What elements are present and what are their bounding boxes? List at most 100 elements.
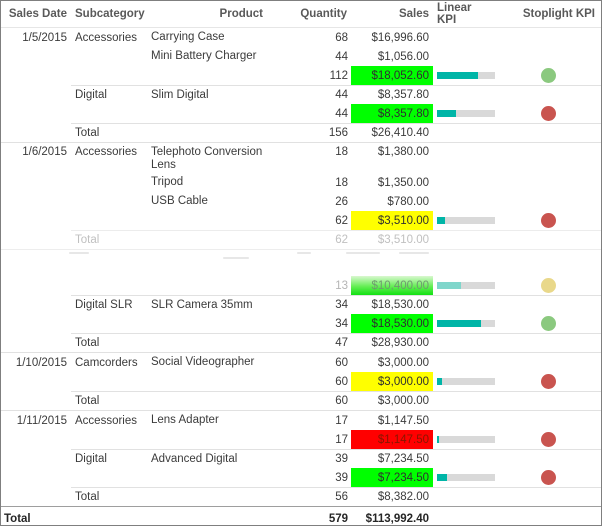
column-header-sales[interactable]: Sales [398,8,429,20]
product-cell: SLR Camera 35mm [147,295,265,314]
stoplight-kpi-cell [495,211,601,230]
linear-kpi-cell [433,487,495,506]
product-cell [147,468,265,487]
subtotal-row[interactable]: 44 $8,357.80 [1,104,601,123]
linear-kpi-cell [433,391,495,410]
quantity-cell: 60 [265,391,351,410]
subcategory-cell [71,173,147,192]
quantity-cell: 18 [335,146,348,158]
table-row[interactable]: 1/6/2015 Accessories Telephoto Conversion … [1,142,601,173]
table-row[interactable]: Digital Slim Digital 44 $8,357.80 [1,85,601,104]
linear-kpi-bar-fill [437,378,442,385]
column-header-stoplight-kpi[interactable]: Stoplight KPI [522,8,595,20]
subcategory-cell: Accessories [75,31,137,44]
faded-transition-row [1,249,601,276]
subtotal-row[interactable]: 112 $18,052.60 [1,66,601,85]
subcategory-cell [71,507,147,525]
linear-kpi-cell [433,430,495,449]
table-row[interactable]: USB Cable 26 $780.00 [1,192,601,211]
table-body: 1/5/2015 Accessories Carrying Case 68 $16,99… [1,28,601,525]
stoplight-red-icon [540,213,556,228]
linear-kpi-cell [433,314,495,333]
group-total-row[interactable]: Total 56 $8,382.00 [1,487,601,506]
faded-text-remnant [399,252,429,254]
quantity-cell: 34 [335,317,348,330]
linear-kpi-cell [433,28,495,47]
quantity-cell: 44 [335,50,348,63]
subtotal-row[interactable]: 60 $3,000.00 [1,372,601,391]
sales-date-cell [1,372,71,391]
quantity-cell: 62 [265,230,351,249]
sales-cell: $16,996.60 [371,31,429,44]
quantity-cell: 112 [329,69,348,82]
sales-cell: $3,510.00 [351,211,433,230]
sales-cell: $1,147.50 [377,414,429,427]
table-row[interactable]: Digital SLR SLR Camera 35mm 34 $18,530.00 [1,295,601,314]
column-header-product[interactable]: Product [219,7,263,20]
product-cell: Mini Battery Charger [151,50,257,62]
subtotal-row[interactable]: 13 $10,400.00 [1,276,601,295]
quantity-cell: 17 [335,414,348,427]
quantity-cell: 47 [265,333,351,352]
group-total-row[interactable]: Total 156 $26,410.40 [1,123,601,142]
linear-kpi-cell [433,295,495,314]
subtotal-row[interactable]: 39 $7,234.50 [1,468,601,487]
stoplight-kpi-cell [495,192,601,211]
table-row[interactable]: Tripod 18 $1,350.00 [1,173,601,192]
sales-cell: $28,930.00 [351,333,433,352]
column-header-subcategory[interactable]: Subcategory [75,8,145,20]
linear-kpi-cell [433,507,495,525]
stoplight-red-icon [540,106,556,121]
product-cell [147,211,265,230]
group-total-row[interactable]: Total 47 $28,930.00 [1,333,601,352]
column-header-sales-date[interactable]: Sales Date [8,8,67,20]
subtotal-row[interactable]: 62 $3,510.00 [1,211,601,230]
sales-date-cell [1,173,71,192]
linear-kpi-bar-fill [437,110,457,117]
group-total-row[interactable]: Total 62 $3,510.00 [1,230,601,249]
sales-date-cell [1,47,71,66]
table-row[interactable]: 1/5/2015 Accessories Carrying Case 68 $16,99… [1,28,601,47]
stoplight-kpi-cell [495,449,601,468]
sales-date-cell: 1/5/2015 [22,31,67,44]
sales-cell: $3,000.00 [377,356,429,369]
subtotal-row[interactable]: 34 $18,530.00 [1,314,601,333]
sales-cell: $113,992.40 [365,513,429,525]
sales-cell: $1,056.00 [377,50,429,63]
stoplight-kpi-cell [495,314,601,333]
subcategory-cell [71,314,147,333]
product-cell [147,507,265,525]
column-header-quantity[interactable]: Quantity [300,8,347,20]
linear-kpi-cell [433,85,495,104]
total-label-cell: Total [71,391,147,410]
subcategory-cell [71,276,147,295]
sales-date-cell: 1/11/2015 [16,414,67,427]
product-cell: Carrying Case [151,31,225,43]
sales-cell: $3,510.00 [351,230,433,249]
table-row[interactable]: Digital Advanced Digital 39 $7,234.50 [1,449,601,468]
linear-kpi-cell [433,333,495,352]
grand-total-row[interactable]: Total 579 $113,992.40 [1,506,601,525]
product-cell [147,430,265,449]
table-row[interactable]: Mini Battery Charger 44 $1,056.00 [1,47,601,66]
group-total-row[interactable]: Total 60 $3,000.00 [1,391,601,410]
subcategory-cell: Digital [71,85,147,104]
sales-cell: $18,052.60 [351,66,433,85]
linear-kpi-cell [433,143,495,173]
stoplight-kpi-cell [495,353,601,372]
sales-cell: $1,380.00 [377,146,429,158]
product-cell [147,372,265,391]
table-row[interactable]: 1/11/2015 Accessories Lens Adapter 17 $1,147… [1,410,601,430]
stoplight-kpi-cell [495,143,601,173]
linear-kpi-bar [437,378,495,385]
product-cell [147,123,265,142]
column-header-linear-kpi[interactable]: Linear KPI [437,2,472,26]
quantity-cell: 156 [265,123,351,142]
table-row[interactable]: 1/10/2015 Camcorders Social Videographer 60… [1,352,601,372]
stoplight-red-icon [540,470,556,485]
subcategory-cell [71,192,147,211]
sales-cell: $3,000.00 [351,391,433,410]
subcategory-cell [71,104,147,123]
subtotal-row[interactable]: 17 $1,147.50 [1,430,601,449]
quantity-cell: 62 [335,214,348,227]
